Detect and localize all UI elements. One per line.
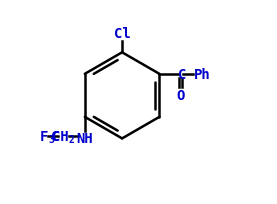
Text: Cl: Cl xyxy=(114,27,130,41)
Text: 3: 3 xyxy=(48,135,54,145)
Text: C: C xyxy=(51,129,59,143)
Text: 2: 2 xyxy=(69,135,75,145)
Text: C: C xyxy=(178,68,186,81)
Text: NH: NH xyxy=(76,132,93,145)
Text: O: O xyxy=(176,89,184,103)
Text: CH: CH xyxy=(52,129,68,143)
Text: F: F xyxy=(39,129,48,143)
Text: Ph: Ph xyxy=(194,68,210,81)
